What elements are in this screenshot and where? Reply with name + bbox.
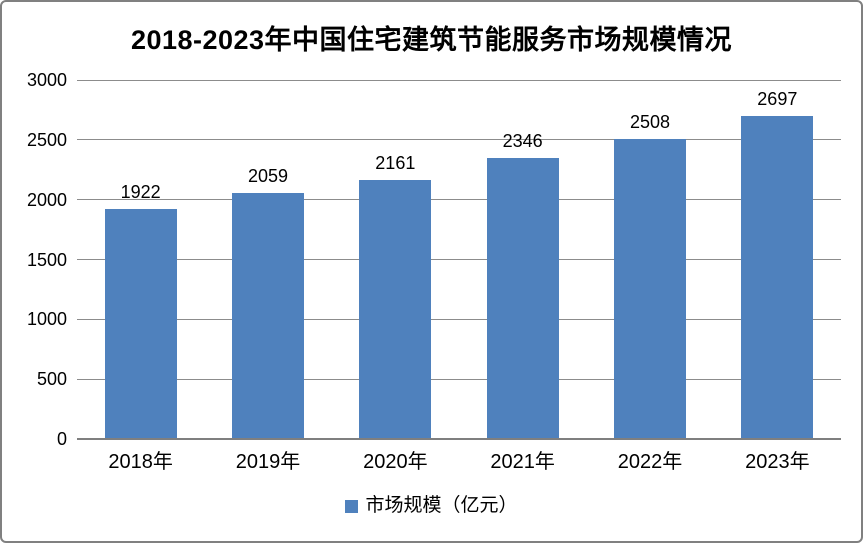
- y-axis-tick-label: 500: [36, 369, 67, 390]
- plot-area: 0 500 1000 1500 2000 2500 3000 1922 2018年 2059 201…: [27, 70, 841, 473]
- bar-value-label: 2059: [247, 165, 289, 186]
- y-axis-tick-label: 3000: [26, 70, 67, 90]
- bar-2023年: [741, 116, 814, 439]
- y-axis-tick-label: 1000: [26, 309, 67, 330]
- bar-2018年: [104, 209, 177, 439]
- bar-value-label: 2508: [629, 111, 671, 132]
- gridline: [77, 259, 841, 260]
- x-axis-category-label: 2022年: [617, 451, 683, 473]
- bar-value-label: 1922: [120, 182, 161, 202]
- bar-value-label: 2161: [375, 153, 416, 174]
- gridline: [77, 139, 841, 141]
- legend-label: 市场规模（亿元）: [365, 495, 518, 516]
- y-axis-tick-label: 2500: [26, 129, 67, 150]
- gridline: [77, 79, 841, 81]
- y-axis-tick-label: 1500: [26, 249, 67, 270]
- gridline: [77, 318, 841, 320]
- legend-marker-icon: [345, 499, 359, 513]
- x-axis-category-label: 2020年: [363, 451, 428, 473]
- x-axis-category-label: 2023年: [745, 451, 810, 473]
- bar-2022年: [614, 138, 686, 439]
- x-axis-category-label: 2018年: [108, 451, 173, 473]
- legend: 市场规模（亿元）: [2, 494, 861, 518]
- x-axis-category-label: 2021年: [490, 451, 555, 473]
- x-axis-line: [77, 438, 841, 440]
- x-axis-category-label: 2019年: [235, 451, 301, 473]
- bar-2020年: [359, 180, 432, 439]
- bar-2021年: [486, 158, 559, 439]
- bar-value-label: 2346: [502, 131, 543, 152]
- gridline: [77, 378, 841, 380]
- y-axis-tick-label: 2000: [26, 189, 67, 210]
- y-axis-tick-label: 0: [56, 429, 67, 449]
- bar-2019年: [232, 192, 304, 439]
- bar-value-label: 2697: [757, 89, 798, 110]
- gridline: [77, 199, 841, 201]
- chart-title: 2018-2023年中国住宅建筑节能服务市场规模情况: [130, 25, 733, 55]
